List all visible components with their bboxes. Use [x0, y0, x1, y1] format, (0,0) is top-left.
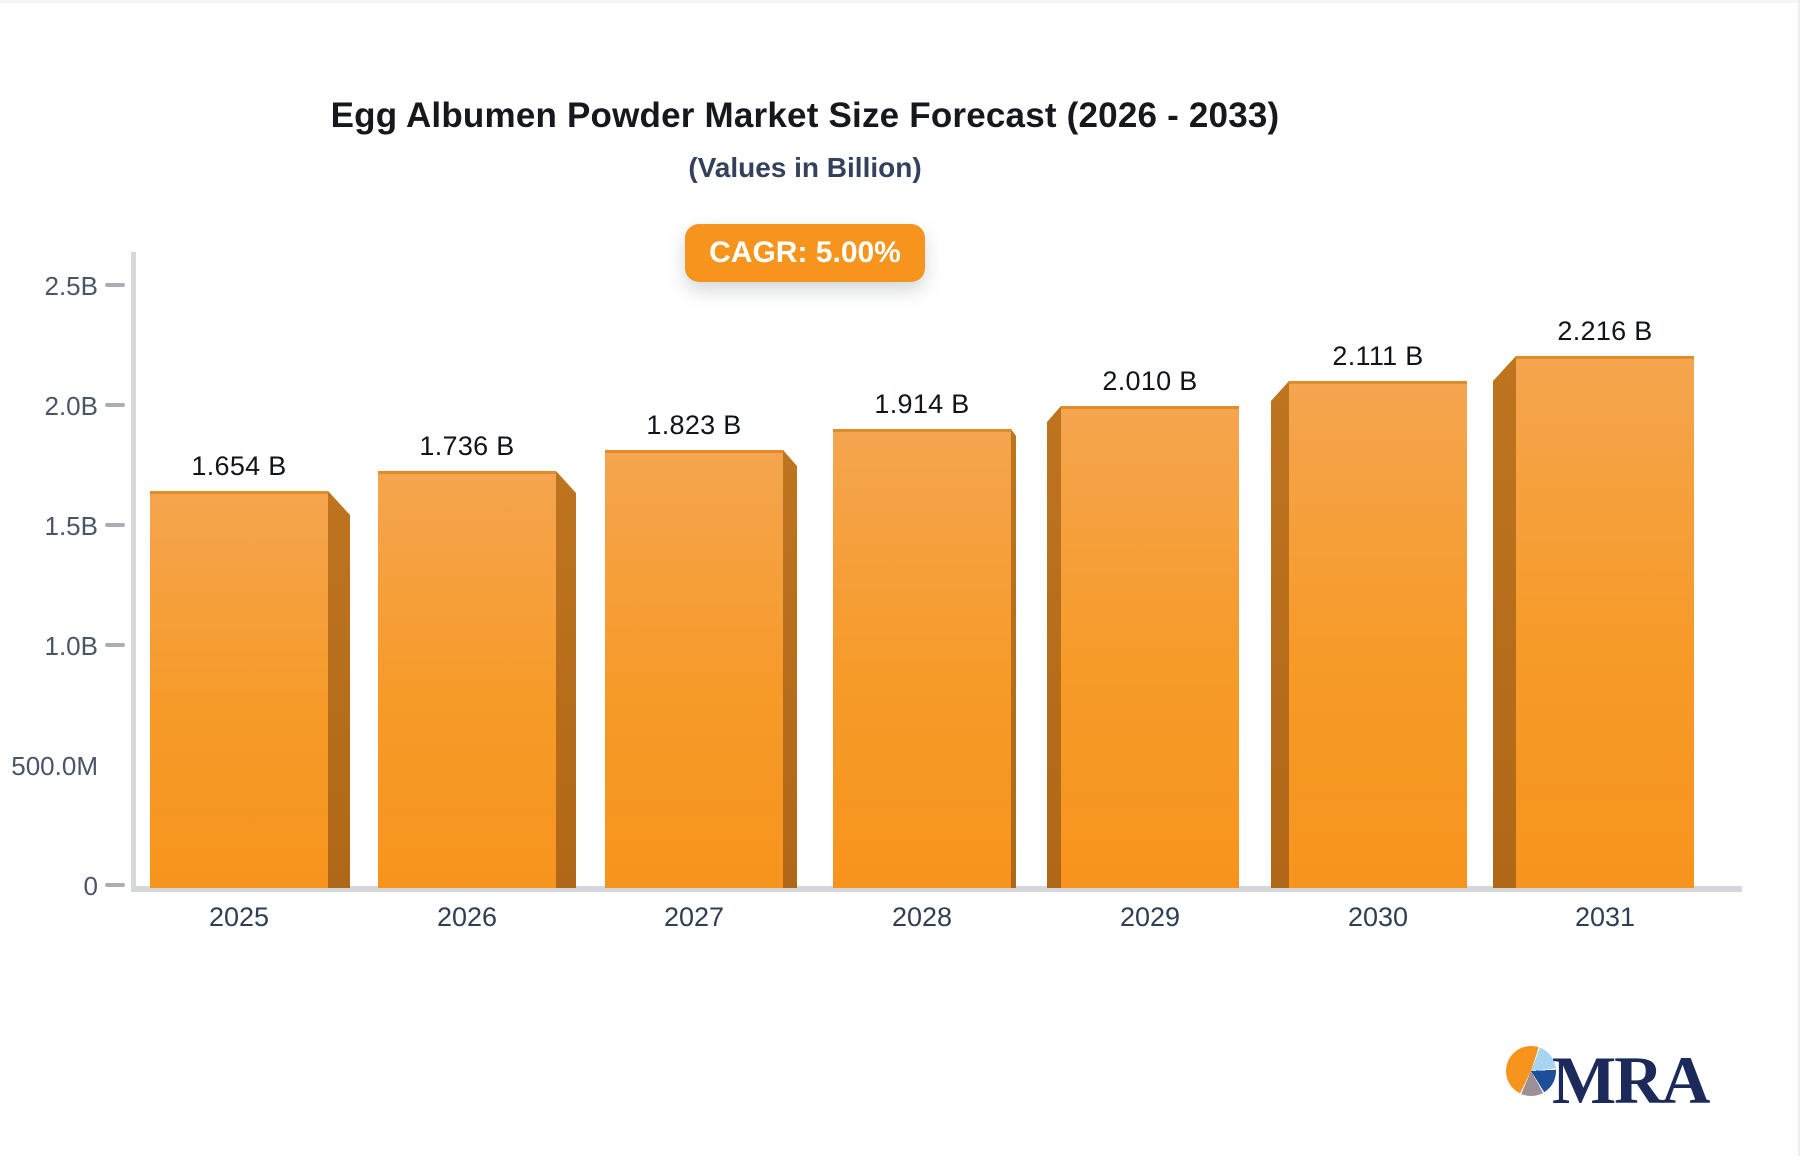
- bar: [605, 450, 783, 888]
- y-axis-tick-label: 2.0B: [44, 391, 99, 421]
- bar-value-label: 2.111 B: [1332, 341, 1424, 371]
- bar: [1061, 406, 1239, 888]
- bar-side-3d: [556, 471, 576, 888]
- y-axis-tick-mark: [105, 523, 125, 527]
- bar-side-3d: [1493, 356, 1516, 888]
- y-axis-tick-label: 1.5B: [44, 511, 99, 541]
- screen-right-edge-line: [1798, 0, 1800, 1156]
- y-axis-tick-mark: [105, 883, 125, 887]
- bar: [1289, 381, 1467, 888]
- bar-value-label: 1.823 B: [646, 410, 742, 440]
- chart-title: Egg Albumen Powder Market Size Forecast …: [330, 96, 1280, 135]
- logo-text: MRA: [1552, 1042, 1710, 1118]
- y-axis-tick-label: 0: [83, 871, 98, 901]
- bar-side-3d: [1271, 381, 1289, 888]
- bar-value-label: 1.914 B: [874, 389, 970, 419]
- bar-side-3d: [1047, 406, 1061, 888]
- y-axis-tick-label: 2.5B: [44, 271, 99, 301]
- x-axis-label: 2028: [891, 902, 953, 932]
- cagr-badge: CAGR: 5.00%: [685, 224, 925, 282]
- y-axis-tick-mark: [105, 643, 125, 647]
- x-axis-label: 2030: [1347, 902, 1409, 932]
- y-axis-tick-label: 1.0B: [44, 631, 99, 661]
- x-axis-label: 2031: [1574, 902, 1636, 932]
- x-axis-line: [131, 886, 1742, 892]
- bar-value-label: 1.736 B: [419, 431, 515, 461]
- x-axis-label: 2027: [663, 902, 725, 932]
- x-axis-label: 2026: [436, 902, 498, 932]
- bar: [833, 429, 1011, 888]
- y-axis-tick-label: 500.0M: [11, 751, 98, 781]
- bar-side-3d: [328, 491, 350, 888]
- chart-subtitle: (Values in Billion): [688, 152, 922, 183]
- bar-side-3d: [1011, 429, 1016, 888]
- screen-top-edge-line: [0, 0, 1800, 3]
- mra-logo: MRA: [1506, 1030, 1766, 1130]
- bar-value-label: 2.010 B: [1102, 366, 1198, 396]
- y-axis-line: [131, 252, 136, 891]
- x-axis-label: 2025: [208, 902, 270, 932]
- cagr-badge-label: CAGR: 5.00%: [709, 236, 901, 269]
- y-axis-tick-mark: [105, 283, 125, 287]
- pie-chart-logo-icon: [1506, 1046, 1556, 1096]
- bar: [378, 471, 556, 888]
- bar-side-3d: [783, 450, 797, 888]
- x-axis-label: 2029: [1119, 902, 1181, 932]
- bar-value-label: 2.216 B: [1557, 316, 1653, 346]
- bar-value-label: 1.654 B: [191, 451, 287, 481]
- y-axis-tick-mark: [105, 403, 125, 407]
- bar: [1516, 356, 1694, 888]
- chart-header: Egg Albumen Powder Market Size Forecast …: [0, 96, 1610, 184]
- bar: [150, 491, 328, 888]
